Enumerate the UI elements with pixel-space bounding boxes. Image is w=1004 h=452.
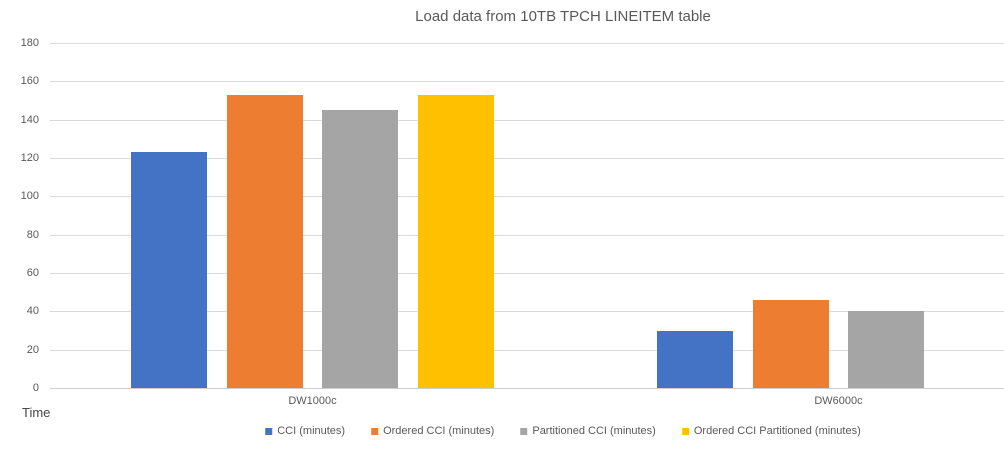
legend-label: Partitioned CCI (minutes) [532, 425, 656, 437]
gridline [50, 235, 1004, 236]
legend-color-swatch [265, 427, 273, 435]
y-axis-tick-label: 20 [26, 344, 39, 356]
y-axis-tick-label: 100 [20, 190, 39, 202]
gridline [50, 81, 1004, 82]
bar [752, 299, 829, 388]
y-axis-tick-label: 140 [20, 114, 39, 126]
y-axis-tick-label: 40 [26, 305, 39, 317]
legend-label: Ordered CCI Partitioned (minutes) [693, 425, 861, 437]
bar [226, 94, 303, 388]
bar [848, 311, 925, 388]
gridline [50, 350, 1004, 351]
x-axis-line [50, 388, 1004, 389]
bar [417, 94, 494, 388]
y-axis-tick-label: 160 [20, 75, 39, 87]
gridline [50, 273, 1004, 274]
legend-color-swatch [681, 427, 689, 435]
x-axis-category-label: DW6000c [814, 395, 863, 407]
bar [322, 110, 399, 388]
legend-color-swatch [371, 427, 379, 435]
legend-color-swatch [520, 427, 528, 435]
chart-title: Load data from 10TB TPCH LINEITEM table [415, 8, 711, 25]
gridline [50, 311, 1004, 312]
y-axis-tick-label: 120 [20, 152, 39, 164]
legend-item: Ordered CCI (minutes) [371, 425, 494, 437]
legend-item: Partitioned CCI (minutes) [520, 425, 656, 437]
legend-label: CCI (minutes) [277, 425, 346, 437]
gridline [50, 43, 1004, 44]
y-axis-tick-label: 60 [26, 267, 39, 279]
x-axis-category-label: DW1000c [288, 395, 337, 407]
gridline [50, 120, 1004, 121]
gridline [50, 158, 1004, 159]
bar [131, 152, 208, 388]
y-axis-tick-label: 80 [26, 229, 39, 241]
legend-label: Ordered CCI (minutes) [383, 425, 495, 437]
legend-item: Ordered CCI Partitioned (minutes) [681, 425, 861, 437]
gridline [50, 196, 1004, 197]
legend: CCI (minutes) Ordered CCI (minutes) Partit… [265, 425, 861, 437]
y-axis-tick-label: 180 [20, 37, 39, 49]
y-axis-title: Time [22, 405, 51, 420]
bar [657, 330, 734, 388]
y-axis-tick-label: 0 [32, 382, 39, 394]
legend-item: CCI (minutes) [265, 425, 345, 437]
